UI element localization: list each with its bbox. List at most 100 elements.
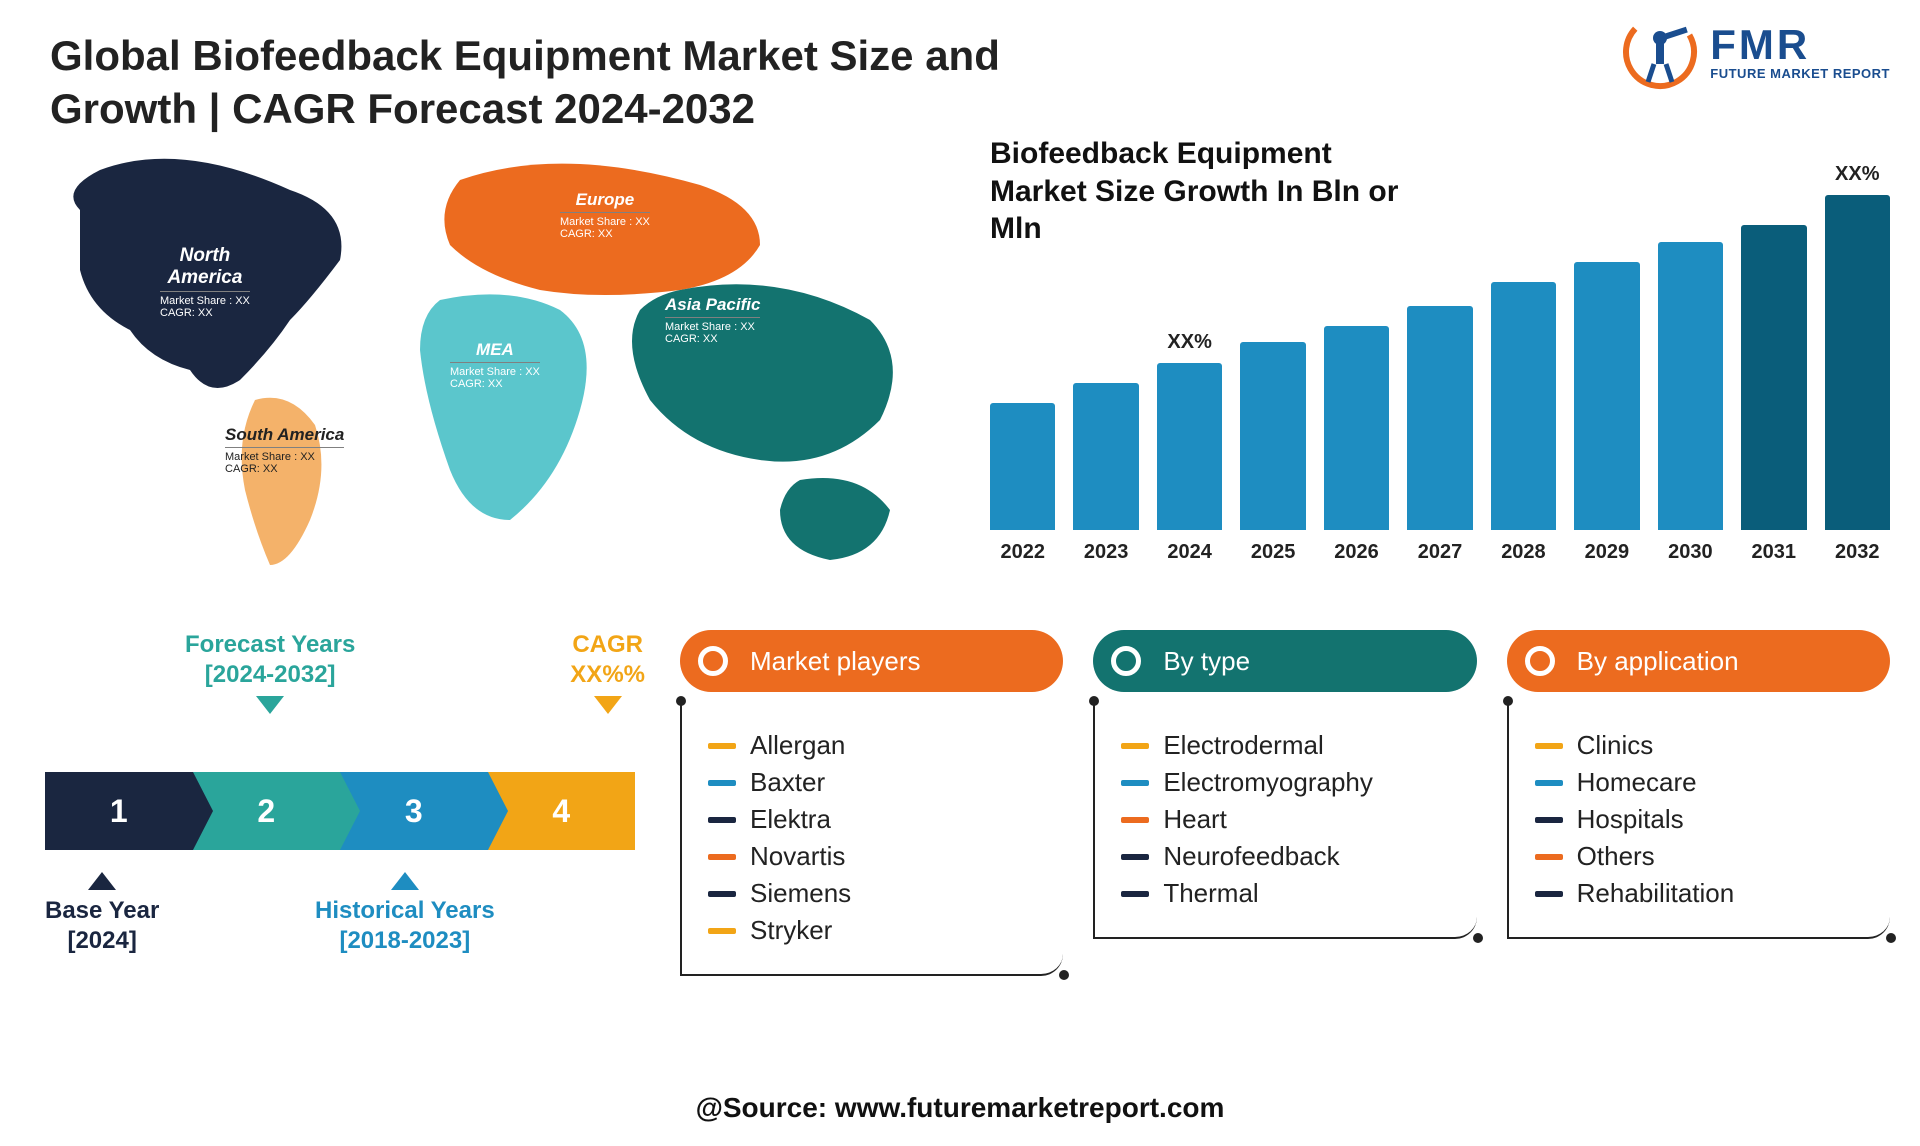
segment-title: By application [1577,646,1739,677]
caption-line: [2018-2023] [315,926,495,956]
segment-column: By type Electrodermal Electromyography Hear… [1093,630,1476,976]
bar-year-label: 2024 [1157,541,1222,564]
bar: 2023 [1073,383,1138,530]
region-cagr: CAGR: XX [160,307,250,319]
list-item: Electrodermal [1121,730,1476,761]
segment-columns: Market playersAllerganBaxterElektraNovar… [680,630,1890,976]
brand-logo: FMR FUTURE MARKET REPORT [1620,12,1890,92]
bullet-icon [698,646,728,676]
list-item-label: Stryker [750,915,832,946]
bar-year-label: 2030 [1658,541,1723,564]
caption-base: Base Year [2024] [45,872,159,956]
list-item-label: Novartis [750,841,845,872]
dash-icon [708,891,736,897]
region-cagr: CAGR: XX [665,333,760,345]
region-name: Asia Pacific [665,295,760,315]
list-item-label: Clinics [1577,730,1654,761]
caption-line: Forecast Years [185,630,355,660]
region-cagr: CAGR: XX [225,463,344,475]
bar: 2031 [1741,225,1806,530]
world-map: North America Market Share : XX CAGR: XX… [40,150,940,580]
caption-line: CAGR [570,630,645,660]
dash-icon [708,817,736,823]
caption-line: XX%% [570,660,645,690]
list-item-label: Electromyography [1163,767,1373,798]
region-name: Europe [560,190,650,210]
bar: 2025 [1240,342,1305,530]
timeline-segment: 4 [488,772,636,850]
list-item-label: Elektra [750,804,831,835]
dash-icon [1535,743,1563,749]
dash-icon [1121,891,1149,897]
dash-icon [1535,891,1563,897]
caption-forecast: Forecast Years [2024-2032] [185,630,355,714]
dash-icon [708,780,736,786]
bar-year-label: 2026 [1324,541,1389,564]
bar: 2022 [990,403,1055,530]
list-item: Others [1535,841,1890,872]
dash-icon [708,854,736,860]
dash-icon [1535,817,1563,823]
list-item-label: Siemens [750,878,851,909]
caption-line: [2024-2032] [185,660,355,690]
segment-list: ClinicsHomecareHospitalsOthersRehabilita… [1507,702,1890,939]
region-cagr: CAGR: XX [560,228,650,240]
page-title: Global Biofeedback Equipment Market Size… [50,30,1100,135]
list-item: Rehabilitation [1535,878,1890,909]
timeline: Forecast Years [2024-2032] CAGR XX%% 123… [45,700,635,850]
list-item-label: Hospitals [1577,804,1684,835]
caption-line: [2024] [45,926,159,956]
region-share: Market Share : XX [560,216,650,228]
bullet-icon [1525,646,1555,676]
list-item-label: Thermal [1163,878,1258,909]
caption-hist: Historical Years [2018-2023] [315,872,495,956]
growth-bar-chart: Biofeedback Equipment Market Size Growth… [990,135,1890,570]
list-item: Hospitals [1535,804,1890,835]
list-item: Neurofeedback [1121,841,1476,872]
telescope-icon [1620,12,1700,92]
bar-year-label: 2031 [1741,541,1806,564]
list-item: Heart [1121,804,1476,835]
caption-line: Historical Years [315,896,495,926]
bullet-icon [1111,646,1141,676]
region-mea [420,294,587,520]
bar-year-label: 2032 [1825,541,1890,564]
timeline-segment: 3 [340,772,488,850]
bar: 2028 [1491,282,1556,530]
dash-icon [708,928,736,934]
dash-icon [1121,780,1149,786]
bar-year-label: 2025 [1240,541,1305,564]
source-text: @Source: www.futuremarketreport.com [0,1092,1920,1124]
region-name: North America [160,245,250,289]
list-item: Siemens [708,878,1063,909]
list-item-label: Rehabilitation [1577,878,1735,909]
bar-year-label: 2029 [1574,541,1639,564]
triangle-down-icon [594,696,622,714]
timeline-segment: 2 [193,772,341,850]
bar: 2030 [1658,242,1723,530]
bar: 2027 [1407,306,1472,530]
segment-pill: By application [1507,630,1890,692]
list-item: Clinics [1535,730,1890,761]
triangle-down-icon [256,696,284,714]
timeline-segment: 1 [45,772,193,850]
region-south-america [242,398,322,565]
segment-list: Electrodermal Electromyography Heart Neurof… [1093,702,1476,939]
bar-year-label: 2023 [1073,541,1138,564]
triangle-up-icon [391,872,419,890]
bar: 2024XX% [1157,363,1222,531]
list-item-label: Electrodermal [1163,730,1323,761]
region-share: Market Share : XX [225,451,344,463]
region-share: Market Share : XX [160,295,250,307]
caption-cagr: CAGR XX%% [570,630,645,714]
bar-annotation: XX% [1157,331,1222,354]
logo-abbr: FMR [1710,24,1890,66]
bar: 2026 [1324,326,1389,530]
dash-icon [1121,743,1149,749]
dash-icon [1121,854,1149,860]
region-name: MEA [450,340,540,360]
caption-line: Base Year [45,896,159,926]
bar: 2032XX% [1825,195,1890,530]
dash-icon [1121,817,1149,823]
segment-title: By type [1163,646,1250,677]
